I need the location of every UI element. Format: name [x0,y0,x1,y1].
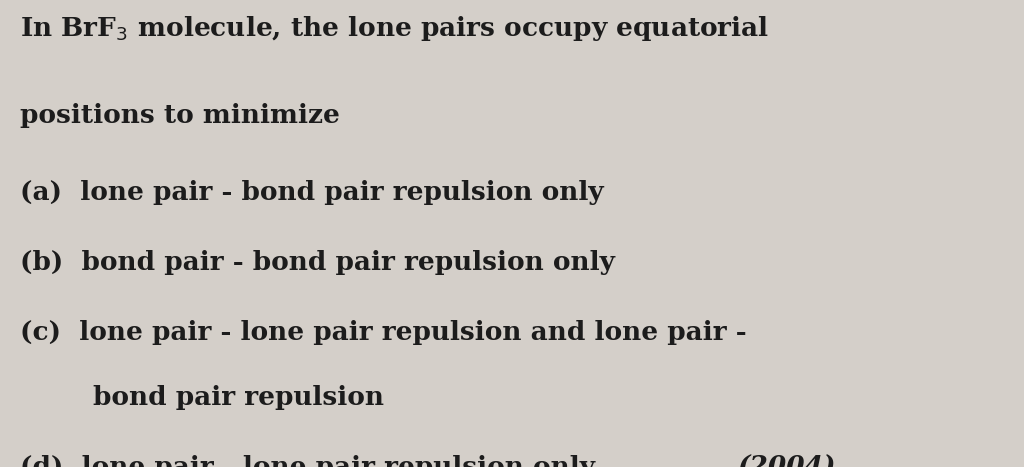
Text: In BrF$_3$ molecule, the lone pairs occupy equatorial: In BrF$_3$ molecule, the lone pairs occu… [20,14,770,43]
Text: (c)  lone pair - lone pair repulsion and lone pair -: (c) lone pair - lone pair repulsion and … [20,320,748,345]
Text: (a)  lone pair - bond pair repulsion only: (a) lone pair - bond pair repulsion only [20,180,604,205]
Text: bond pair repulsion: bond pair repulsion [20,385,384,410]
Text: positions to minimize: positions to minimize [20,103,340,128]
Text: (2004): (2004) [737,455,836,467]
Text: (d)  lone pair - lone pair repulsion only.: (d) lone pair - lone pair repulsion only… [20,455,602,467]
Text: (b)  bond pair - bond pair repulsion only: (b) bond pair - bond pair repulsion only [20,250,615,275]
